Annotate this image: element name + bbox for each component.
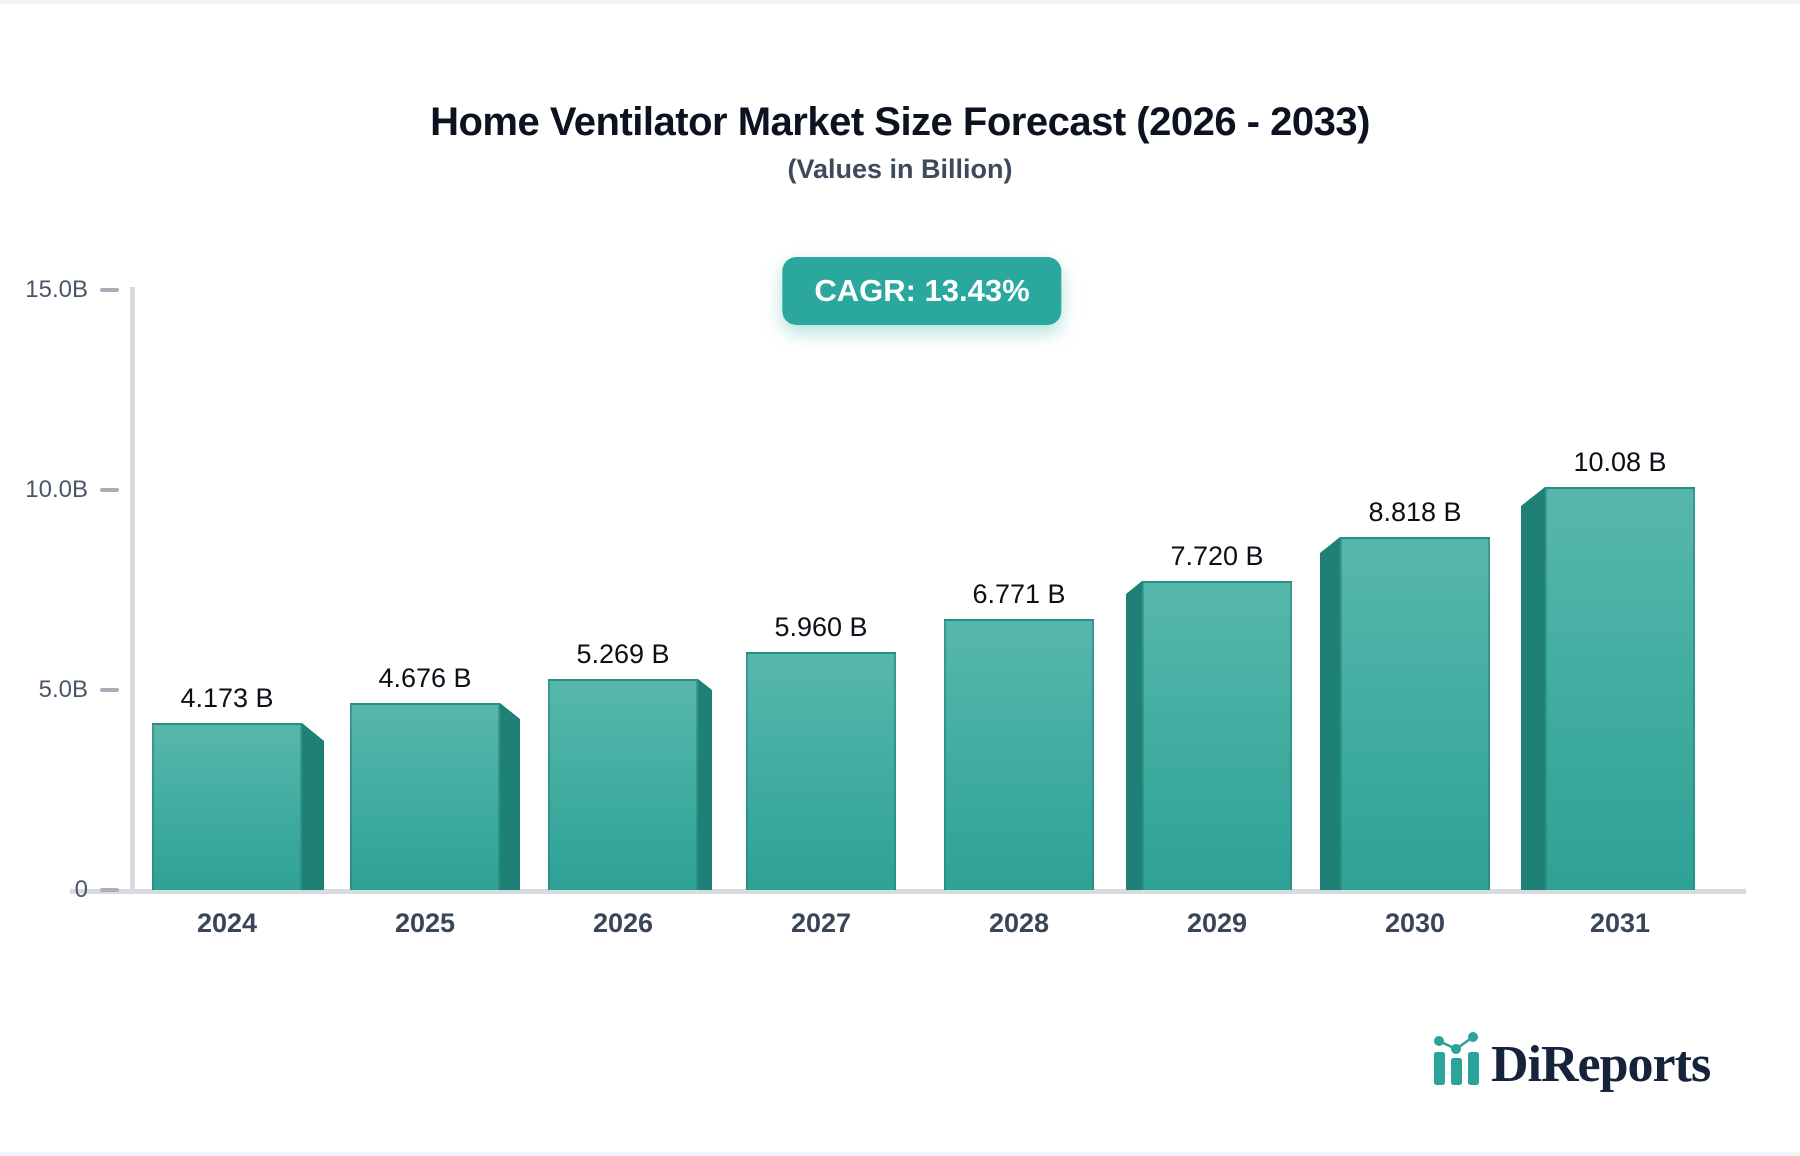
y-tick-dash — [100, 688, 119, 692]
x-axis-label-2024: 2024 — [196, 908, 258, 938]
y-tick-label-5.0B: 5.0B — [38, 676, 88, 703]
bar-side-face-2026 — [698, 679, 712, 890]
bar-side-face-2024 — [302, 723, 324, 890]
y-tick-dash — [100, 288, 119, 292]
bar-value-label-2029: 7.720 B — [1170, 541, 1264, 571]
logo-text: DiReports — [1491, 1036, 1711, 1093]
chart-subtitle: (Values in Billion) — [787, 154, 1013, 184]
bar-side-face-2030 — [1320, 537, 1340, 890]
bar-side-face-2025 — [500, 703, 520, 890]
bar-value-label-2026: 5.269 B — [576, 639, 670, 669]
x-axis-line — [70, 889, 1746, 894]
x-axis-label-2031: 2031 — [1589, 908, 1651, 938]
x-axis-label-2026: 2026 — [592, 908, 654, 938]
y-tick-dash — [100, 888, 119, 892]
y-axis-line — [130, 287, 135, 894]
bar-2029 — [1142, 581, 1292, 890]
y-tick-label-10.0B: 10.0B — [25, 476, 88, 503]
bar-value-label-2028: 6.771 B — [972, 579, 1066, 609]
x-axis-label-2029: 2029 — [1186, 908, 1248, 938]
bar-2027 — [746, 652, 896, 890]
bar-side-face-2031 — [1521, 487, 1545, 890]
y-tick-label-15.0B: 15.0B — [25, 276, 88, 303]
cagr-badge: CAGR: 13.43% — [782, 257, 1062, 325]
bar-value-label-2025: 4.676 B — [378, 663, 472, 693]
bar-2030 — [1340, 537, 1490, 890]
x-axis-label-2027: 2027 — [790, 908, 852, 938]
mini-bar-line-chart-icon — [1434, 1032, 1479, 1085]
bar-side-face-2029 — [1126, 581, 1142, 890]
chart-title: Home Ventilator Market Size Forecast (20… — [430, 100, 1370, 144]
bar-2028 — [944, 619, 1094, 890]
bar-2026 — [548, 679, 698, 890]
bar-value-label-2030: 8.818 B — [1368, 497, 1462, 527]
y-tick-label-0: 0 — [74, 876, 88, 903]
x-axis-label-2025: 2025 — [394, 908, 456, 938]
x-axis-label-2030: 2030 — [1384, 908, 1446, 938]
bar-2031 — [1545, 487, 1695, 890]
bar-value-label-2031: 10.08 B — [1573, 447, 1667, 477]
bar-value-label-2027: 5.960 B — [774, 612, 868, 642]
bar-2024 — [152, 723, 302, 890]
bar-value-label-2024: 4.173 B — [180, 683, 274, 713]
bar-2025 — [350, 703, 500, 890]
y-tick-dash — [100, 488, 119, 492]
x-axis-label-2028: 2028 — [988, 908, 1050, 938]
direports-logo: DiReports — [1432, 1028, 1711, 1093]
